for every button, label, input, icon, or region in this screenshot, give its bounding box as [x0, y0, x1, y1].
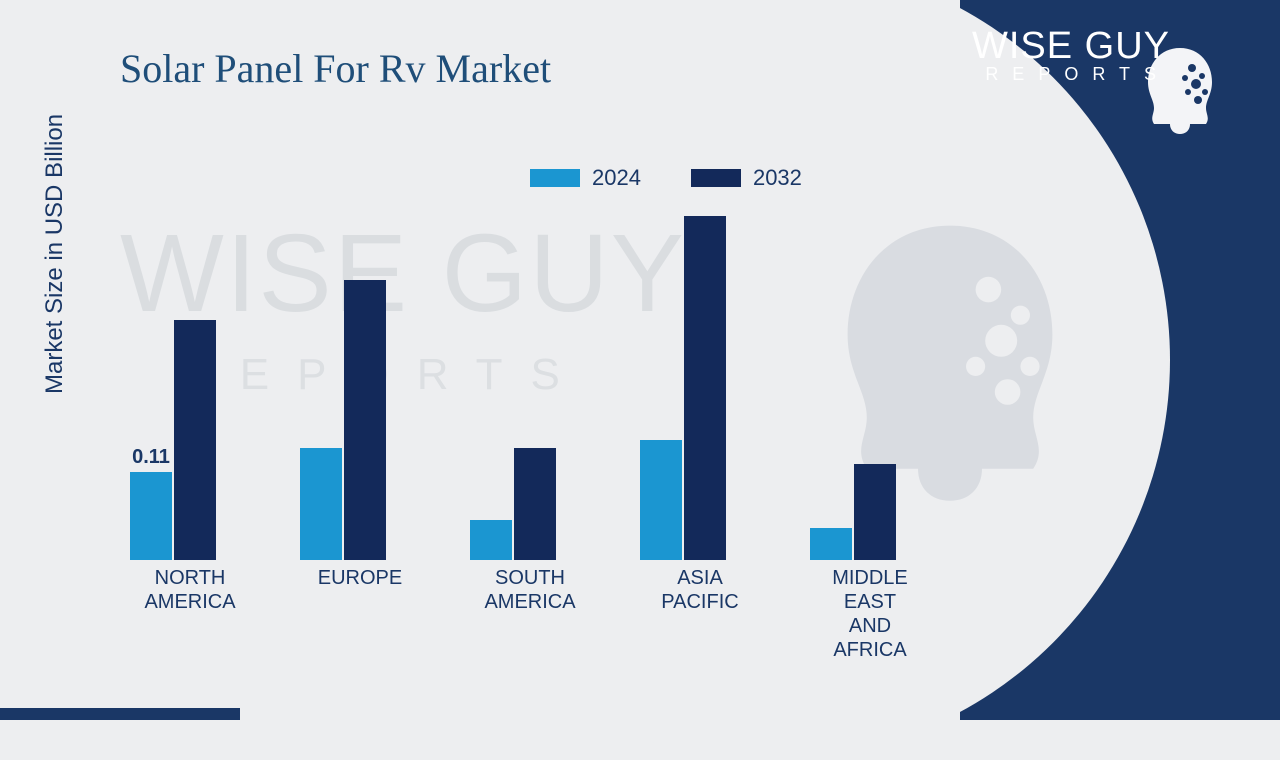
chart-title: Solar Panel For Rv Market — [120, 45, 551, 92]
bar — [300, 448, 342, 560]
bar — [174, 320, 216, 560]
category-label: EUROPE — [295, 566, 425, 590]
bar — [344, 280, 386, 560]
chart-plot-area: 0.11NORTHAMERICAEUROPESOUTHAMERICAASIAPA… — [110, 200, 930, 560]
bar — [514, 448, 556, 560]
main-area: Solar Panel For Rv Market WISE GUY REPOR… — [0, 0, 960, 720]
bar — [810, 528, 852, 560]
bar-value-label: 0.11 — [130, 446, 172, 469]
legend-label-2024: 2024 — [592, 165, 641, 191]
legend-item-2032: 2032 — [691, 165, 802, 191]
bar — [640, 440, 682, 560]
legend-item-2024: 2024 — [530, 165, 641, 191]
category-label: ASIAPACIFIC — [635, 566, 765, 614]
brand-line1: WISE GUY — [972, 25, 1170, 68]
bar — [684, 216, 726, 560]
category-label: MIDDLEEASTANDAFRICA — [805, 566, 935, 662]
y-axis-label: Market Size in USD Billion — [41, 114, 69, 394]
bottom-accent-bar — [0, 708, 240, 720]
brand-block: WISE GUY REPORTS — [972, 25, 1250, 85]
category-label: SOUTHAMERICA — [465, 566, 595, 614]
brand-line2: REPORTS — [972, 64, 1170, 85]
legend-label-2032: 2032 — [753, 165, 802, 191]
chart-legend: 2024 2032 — [530, 165, 802, 191]
bar: 0.11 — [130, 472, 172, 560]
legend-swatch-2032 — [691, 169, 741, 187]
bar — [470, 520, 512, 560]
category-label: NORTHAMERICA — [125, 566, 255, 614]
bar — [854, 464, 896, 560]
legend-swatch-2024 — [530, 169, 580, 187]
